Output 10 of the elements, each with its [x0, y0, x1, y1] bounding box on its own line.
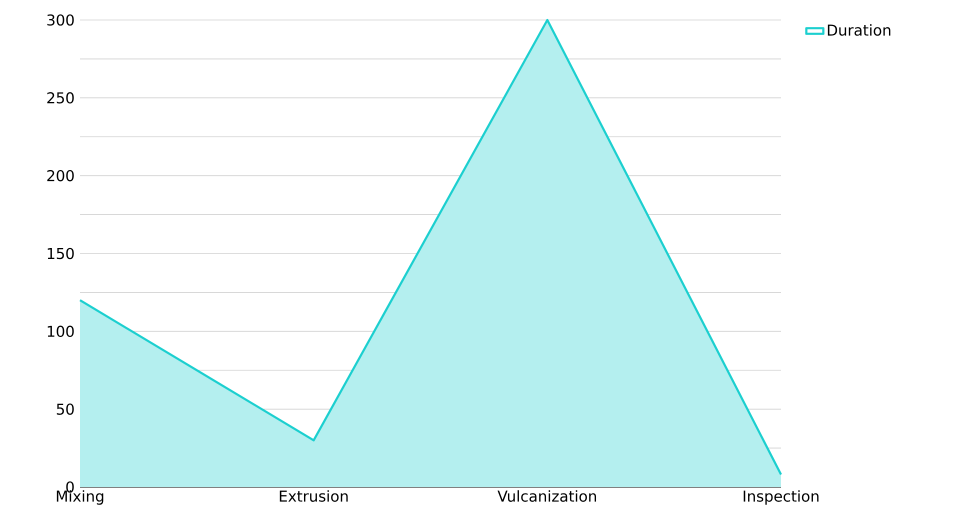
legend-label: Duration — [828, 24, 890, 36]
x-tick-label: Vulcanization — [498, 490, 596, 502]
x-tick-label: Extrusion — [280, 490, 348, 502]
y-tick-label: 100 — [48, 326, 74, 338]
y-tick-label: 250 — [47, 92, 74, 104]
y-tick-label: 150 — [48, 248, 74, 260]
y-tick-label: 300 — [47, 14, 74, 26]
y-tick-label: 50 — [56, 403, 74, 415]
y-tick-label: 200 — [47, 170, 74, 182]
x-tick-label: Inspection — [744, 490, 818, 505]
